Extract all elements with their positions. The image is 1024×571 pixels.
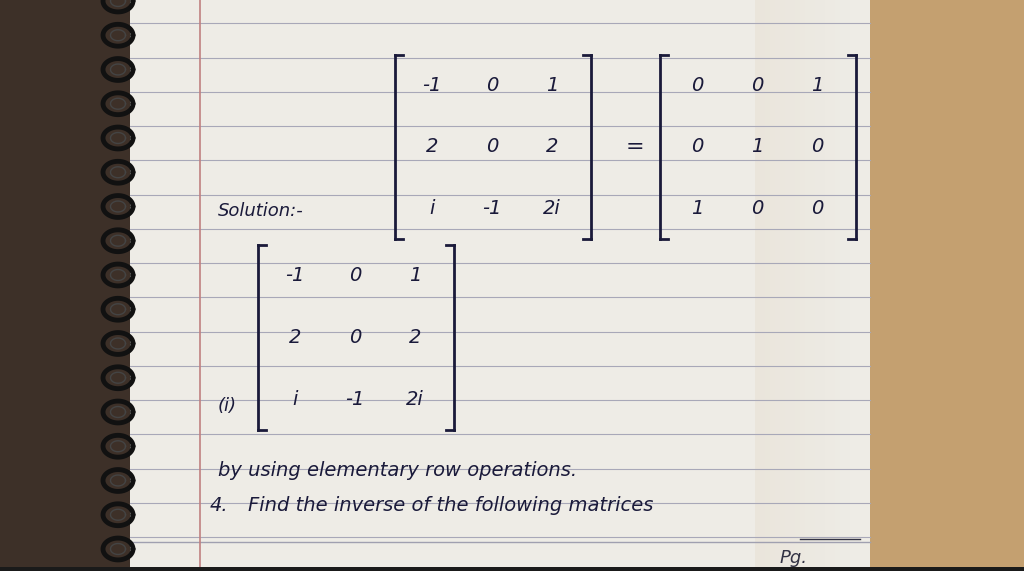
Text: i: i — [292, 389, 298, 409]
Text: -1: -1 — [345, 389, 365, 409]
Text: 0: 0 — [811, 138, 823, 156]
Text: 0: 0 — [811, 199, 823, 218]
Text: 2: 2 — [289, 328, 301, 347]
Text: Solution:-: Solution:- — [218, 203, 304, 220]
Bar — [760, 0, 765, 567]
Text: -1: -1 — [482, 199, 502, 218]
Text: (i): (i) — [218, 397, 237, 415]
Text: -1: -1 — [286, 267, 305, 286]
Bar — [780, 0, 785, 567]
Text: 1: 1 — [409, 267, 421, 286]
Text: 2i: 2i — [407, 389, 424, 409]
Text: 0: 0 — [485, 76, 499, 95]
Bar — [805, 0, 810, 567]
Bar — [820, 0, 825, 567]
Bar — [830, 0, 835, 567]
Bar — [0, 0, 130, 567]
Text: Find the inverse of the following matrices: Find the inverse of the following matric… — [248, 496, 653, 515]
Bar — [810, 0, 815, 567]
Text: 2: 2 — [546, 138, 558, 156]
Bar — [130, 0, 870, 567]
Text: =: = — [626, 137, 644, 157]
Text: Pg.: Pg. — [780, 549, 808, 567]
Bar — [795, 0, 800, 567]
Text: -1: -1 — [422, 76, 441, 95]
Text: 0: 0 — [751, 199, 763, 218]
Bar — [845, 0, 850, 567]
Bar — [870, 0, 1024, 567]
Bar — [750, 0, 870, 567]
Text: 0: 0 — [349, 267, 361, 286]
Text: 0: 0 — [691, 76, 703, 95]
Text: 1: 1 — [751, 138, 763, 156]
Text: 0: 0 — [691, 138, 703, 156]
Text: by using elementary row operations.: by using elementary row operations. — [218, 461, 578, 480]
Bar — [785, 0, 790, 567]
Bar — [770, 0, 775, 567]
Text: 1: 1 — [691, 199, 703, 218]
Text: 1: 1 — [546, 76, 558, 95]
Text: 2i: 2i — [543, 199, 561, 218]
Text: 0: 0 — [485, 138, 499, 156]
Bar — [825, 0, 830, 567]
Text: i: i — [429, 199, 434, 218]
Text: 0: 0 — [349, 328, 361, 347]
Bar — [790, 0, 795, 567]
Bar — [775, 0, 780, 567]
Bar — [850, 0, 855, 567]
Bar — [815, 0, 820, 567]
Bar — [765, 0, 770, 567]
Text: 0: 0 — [751, 76, 763, 95]
Text: 2: 2 — [409, 328, 421, 347]
Bar — [835, 0, 840, 567]
Bar — [755, 0, 760, 567]
Bar — [800, 0, 805, 567]
Text: 1: 1 — [811, 76, 823, 95]
Text: 4.: 4. — [210, 496, 228, 515]
Bar — [840, 0, 845, 567]
Text: 2: 2 — [426, 138, 438, 156]
